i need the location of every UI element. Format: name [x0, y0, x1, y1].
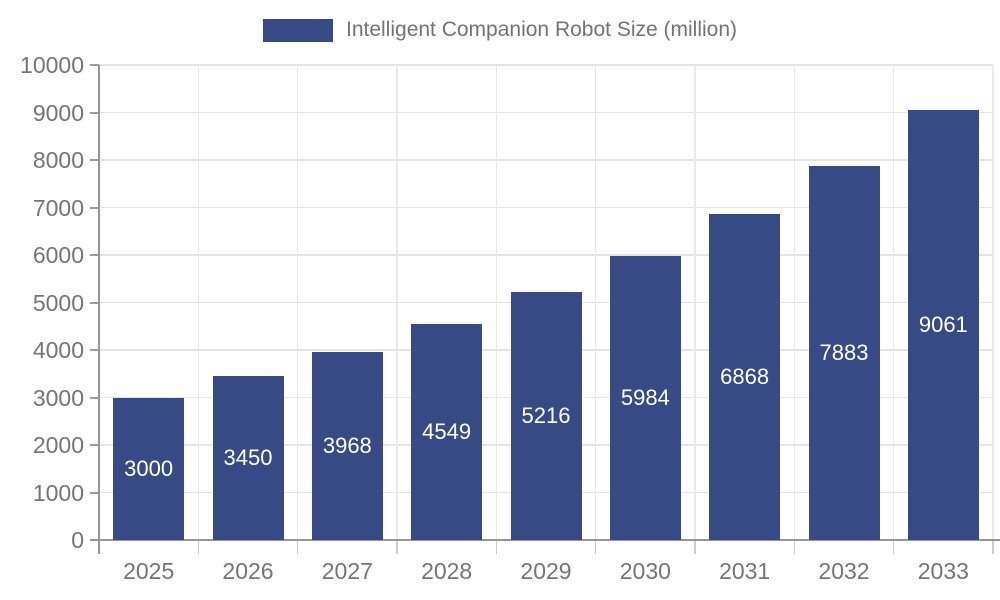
y-axis-tick: [90, 159, 99, 161]
y-axis-tick: [90, 206, 99, 209]
y-gridline: [99, 111, 993, 114]
x-gridline: [495, 65, 498, 540]
x-axis-tick: [892, 540, 895, 554]
x-axis-tick-label: 2032: [818, 558, 870, 584]
y-axis-tick-label: 8000: [32, 147, 84, 173]
bar-value-label: 3000: [124, 455, 174, 481]
y-axis-tick: [90, 444, 99, 446]
x-axis-tick: [793, 540, 796, 554]
bar-2032[interactable]: [808, 165, 880, 540]
y-axis-tick-label: 5000: [32, 289, 84, 316]
x-axis-tick: [594, 540, 597, 554]
y-gridline: [99, 64, 993, 66]
plot-area: 0 1000 2000 3000 4000 5000 6000 7000 8000 9000 100…: [20, 52, 1000, 584]
bar-value-label: 4549: [422, 418, 472, 444]
x-gridline: [992, 65, 994, 540]
x-gridline: [197, 65, 200, 540]
legend[interactable]: Intelligent Companion Robot Size (millio…: [0, 14, 1000, 46]
y-gridline: [99, 206, 993, 209]
bar-2026[interactable]: [212, 376, 284, 540]
x-gridline: [793, 65, 796, 540]
x-gridline: [594, 65, 597, 540]
bar-value-label: 6868: [720, 363, 770, 389]
bar-value-label: 7883: [819, 339, 869, 365]
y-gridline: [99, 254, 993, 256]
x-axis-tick-label: 2025: [123, 558, 175, 584]
x-gridline: [694, 65, 696, 540]
y-axis-tick: [90, 491, 99, 494]
y-axis-tick-label: 3000: [32, 384, 84, 411]
bar-value-label: 5216: [521, 403, 571, 429]
y-axis-tick-label: 6000: [32, 242, 84, 268]
bar-2030[interactable]: [609, 255, 681, 540]
bar-value-label: 5984: [620, 384, 670, 410]
x-axis-tick-label: 2029: [520, 558, 572, 584]
bar-value-label: 3450: [223, 445, 273, 471]
y-axis-tick-label: 7000: [32, 194, 84, 221]
bar-2025[interactable]: [113, 397, 185, 540]
x-axis-line: [90, 539, 1000, 541]
bar-value-label: 3968: [322, 432, 372, 458]
x-gridline: [296, 65, 299, 540]
x-axis-tick-label: 2030: [619, 558, 671, 584]
y-axis-tick: [90, 349, 99, 351]
x-gridline: [892, 65, 895, 540]
x-axis-tick-label: 2027: [321, 558, 373, 584]
legend-label: Intelligent Companion Robot Size (millio…: [345, 18, 738, 41]
y-axis-tick-label: 0: [71, 527, 84, 553]
bar-2033[interactable]: [907, 109, 979, 540]
y-axis-tick: [90, 111, 99, 114]
x-axis-tick: [197, 540, 200, 554]
y-axis-tick: [90, 301, 99, 304]
x-axis-tick: [296, 540, 299, 554]
bar-2027[interactable]: [311, 351, 383, 540]
y-axis-tick-label: 9000: [32, 99, 84, 126]
y-axis-tick-label: 4000: [32, 337, 84, 363]
y-axis-tick: [90, 254, 99, 256]
x-axis-tick-label: 2033: [917, 558, 969, 584]
x-axis-tick-label: 2026: [222, 558, 274, 584]
x-axis-tick: [694, 540, 696, 554]
bar-2028[interactable]: [411, 323, 483, 540]
y-gridline: [99, 159, 993, 161]
x-axis-tick: [992, 540, 994, 554]
y-axis-tick-label: 10000: [20, 52, 84, 78]
bar-2029[interactable]: [510, 292, 582, 540]
x-axis-tick: [396, 540, 398, 554]
bar-value-label: 9061: [918, 311, 968, 337]
y-axis-tick: [90, 64, 99, 66]
y-axis-tick-label: 1000: [32, 479, 84, 506]
y-axis-line: [98, 65, 100, 554]
y-axis-tick-label: 2000: [32, 432, 84, 458]
x-axis-tick: [495, 540, 498, 554]
bar-2031[interactable]: [709, 213, 781, 540]
x-gridline: [396, 65, 398, 540]
x-axis-tick-label: 2028: [421, 558, 473, 584]
x-axis-tick-label: 2031: [719, 558, 771, 584]
legend-swatch: [262, 18, 333, 42]
y-axis-tick: [90, 396, 99, 399]
